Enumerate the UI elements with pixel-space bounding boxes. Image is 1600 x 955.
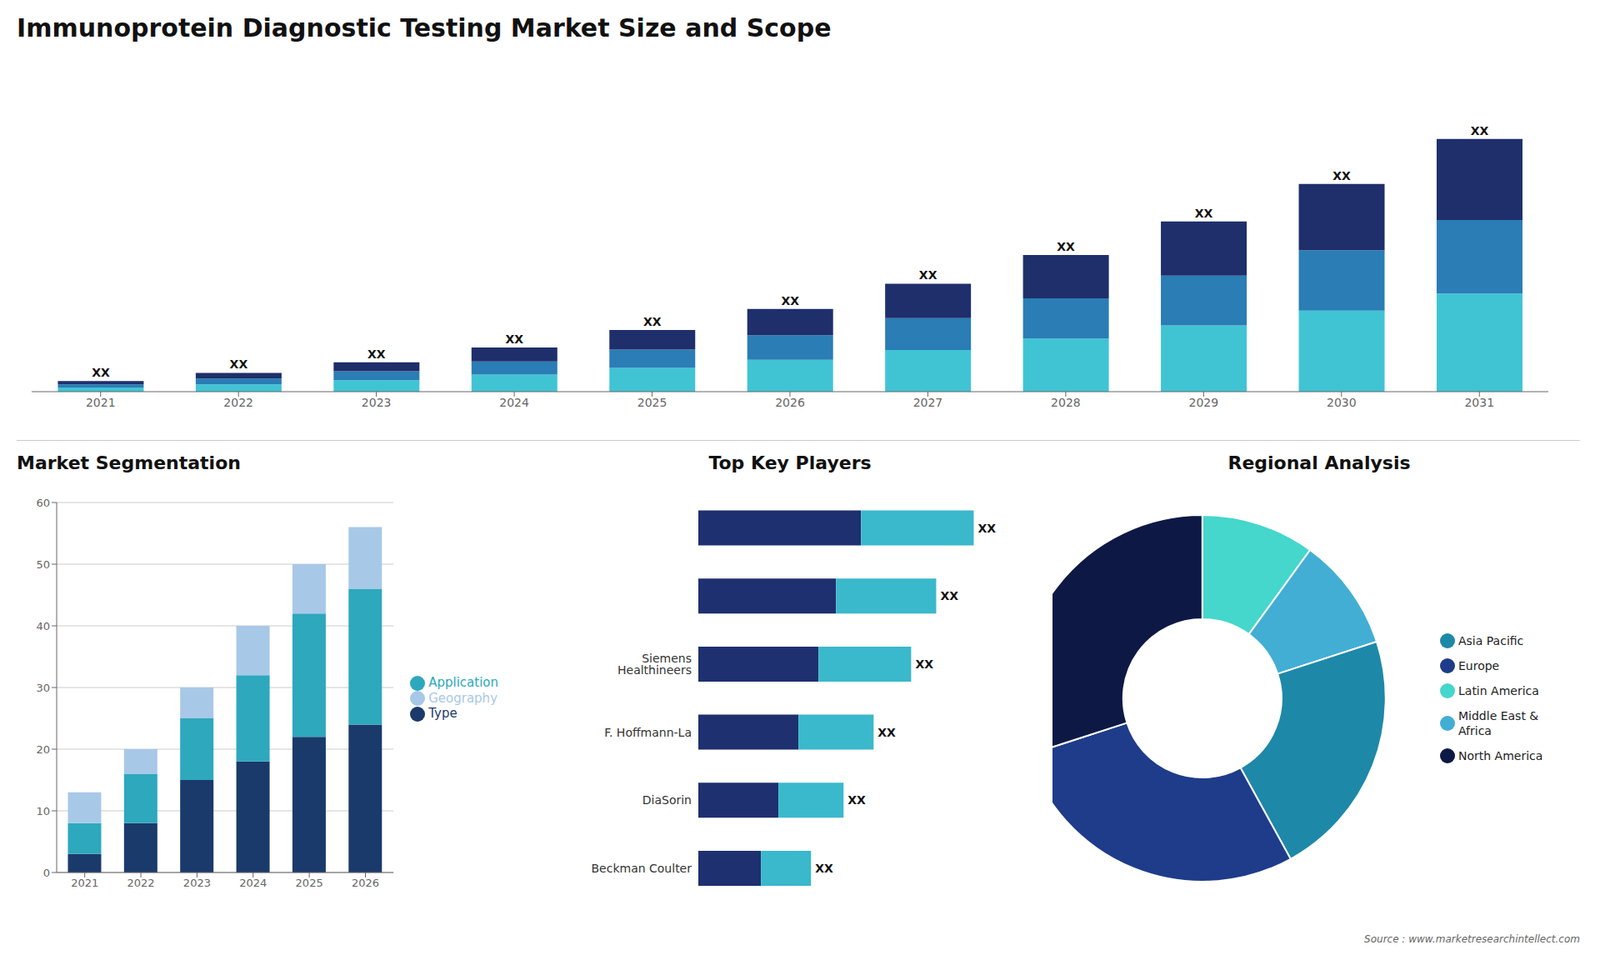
svg-text:2024: 2024 xyxy=(499,395,530,410)
svg-text:XX: XX xyxy=(230,357,249,371)
svg-text:XX: XX xyxy=(1195,206,1214,220)
html-text:North America: North America xyxy=(1458,749,1543,763)
svg-text:20: 20 xyxy=(35,743,50,756)
html-text:Source : www.marketresearchint: Source : www.marketresearchintellect.com xyxy=(1364,933,1580,945)
svg-text:0: 0 xyxy=(43,866,50,880)
svg-text:10: 10 xyxy=(35,805,50,818)
svg-text:F. Hoffmann-La: F. Hoffmann-La xyxy=(604,725,692,740)
svg-text:Beckman Coulter: Beckman Coulter xyxy=(590,861,692,875)
svg-text:XX: XX xyxy=(919,268,938,282)
html-text:Market Segmentation: Market Segmentation xyxy=(16,452,241,474)
html-text:Application: Application xyxy=(428,675,499,691)
html-text:Latin America: Latin America xyxy=(1458,684,1539,698)
svg-text:2025: 2025 xyxy=(295,876,324,890)
svg-text:2031: 2031 xyxy=(1464,395,1495,410)
svg-text:2022: 2022 xyxy=(127,876,155,890)
svg-text:XX: XX xyxy=(367,347,386,361)
svg-text:50: 50 xyxy=(35,558,50,571)
html-text:Middle East & Africa: Middle East & Africa xyxy=(1458,709,1539,738)
html-text:Geography: Geography xyxy=(428,690,498,706)
svg-text:2028: 2028 xyxy=(1050,395,1081,410)
svg-text:2024: 2024 xyxy=(239,876,267,890)
svg-text:XX: XX xyxy=(915,657,934,671)
svg-text:2023: 2023 xyxy=(183,876,211,890)
svg-text:XX: XX xyxy=(978,521,997,535)
svg-text:XX: XX xyxy=(940,589,959,603)
svg-text:XX: XX xyxy=(1470,124,1490,138)
svg-text:2030: 2030 xyxy=(1326,395,1357,410)
svg-text:SiemensHealthineers: SiemensHealthineers xyxy=(617,651,692,677)
svg-text:2022: 2022 xyxy=(223,395,254,410)
html-text:Immunoprotein Diagnostic Testi: Immunoprotein Diagnostic Testing Market … xyxy=(16,13,832,43)
html-text:Type: Type xyxy=(428,706,458,722)
svg-text:XX: XX xyxy=(91,365,110,380)
html-text:Asia Pacific: Asia Pacific xyxy=(1458,634,1524,648)
svg-text:XX: XX xyxy=(643,315,662,329)
svg-text:30: 30 xyxy=(35,681,50,695)
svg-text:60: 60 xyxy=(35,496,50,510)
svg-text:XX: XX xyxy=(780,294,800,308)
svg-text:DiaSorin: DiaSorin xyxy=(642,793,692,807)
svg-text:XX: XX xyxy=(847,793,866,807)
svg-text:2021: 2021 xyxy=(85,395,116,410)
svg-text:2025: 2025 xyxy=(637,395,668,410)
svg-text:2026: 2026 xyxy=(775,395,805,410)
svg-text:XX: XX xyxy=(877,725,896,740)
svg-text:2027: 2027 xyxy=(913,395,944,410)
svg-text:XX: XX xyxy=(505,332,525,346)
svg-text:XX: XX xyxy=(815,861,834,875)
svg-text:XX: XX xyxy=(1056,240,1075,254)
html-text:Europe: Europe xyxy=(1458,659,1500,673)
svg-text:XX: XX xyxy=(1332,169,1351,183)
svg-text:2029: 2029 xyxy=(1189,395,1220,410)
svg-text:2021: 2021 xyxy=(70,876,99,890)
html-text:Regional Analysis: Regional Analysis xyxy=(1227,452,1411,474)
svg-text:2026: 2026 xyxy=(351,876,380,890)
svg-text:2023: 2023 xyxy=(361,395,392,410)
html-text:Top Key Players: Top Key Players xyxy=(708,452,872,474)
svg-text:40: 40 xyxy=(35,620,50,633)
